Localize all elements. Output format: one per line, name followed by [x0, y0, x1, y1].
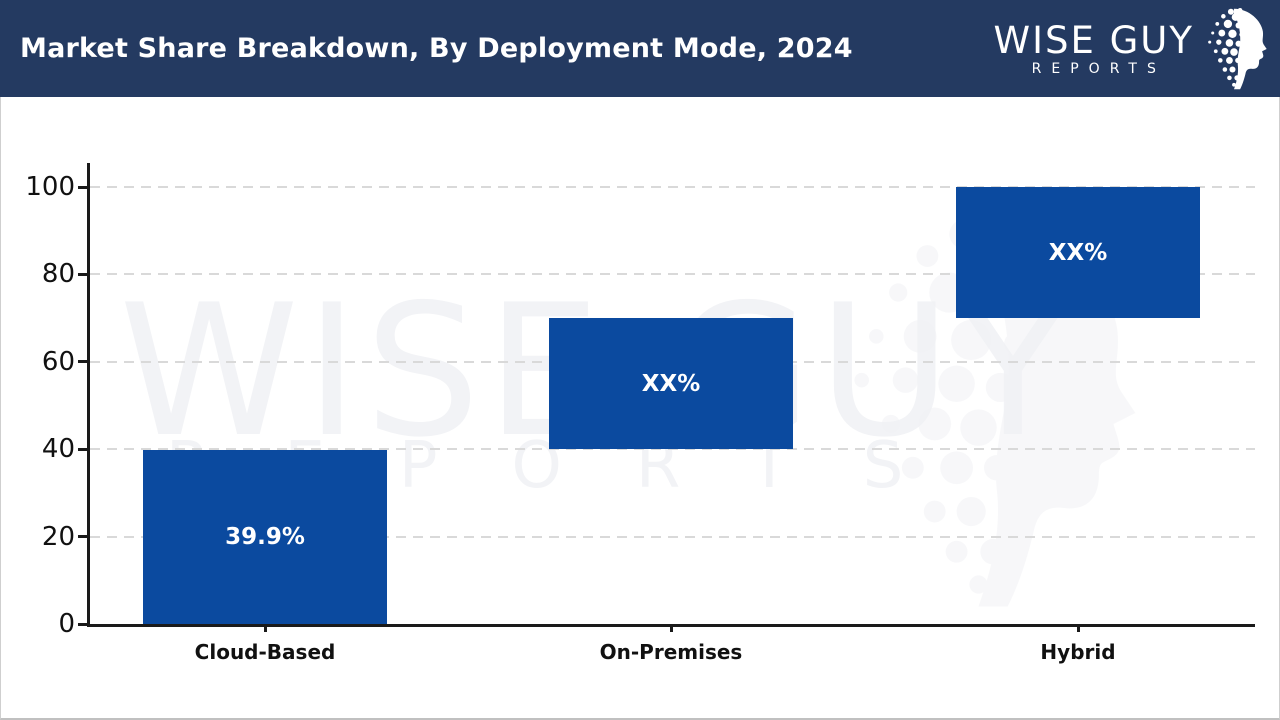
bar-value-label: XX% [641, 370, 701, 397]
y-tick-label-80: 80 [41, 259, 75, 290]
y-tick-label-100: 100 [25, 172, 75, 202]
x-category-label-1: On-Premises [599, 640, 743, 664]
bar-cloud-based: 39.9% [143, 449, 387, 624]
y-tickmark-60 [78, 360, 87, 364]
y-tick-label-60: 60 [41, 346, 75, 377]
y-tickmark-100 [78, 185, 87, 189]
gridline-y80 [90, 273, 1255, 276]
gridline-y100 [90, 186, 1255, 188]
y-tickmark-0 [78, 622, 87, 626]
logo-wordmark-line2: REPORTS [1031, 61, 1166, 77]
y-tickmark-80 [78, 272, 87, 276]
y-tick-label-40: 40 [41, 434, 75, 465]
bar-value-label: XX% [1048, 239, 1108, 266]
x-axis-line [87, 624, 1255, 627]
chart-title: Market Share Breakdown, By Deployment Mo… [20, 33, 853, 64]
bar-hybrid: XX% [956, 187, 1200, 319]
gridline-y40 [90, 448, 1255, 451]
header-bar: Market Share Breakdown, By Deployment Mo… [0, 0, 1280, 97]
y-tickmark-20 [78, 535, 87, 539]
x-category-label-0: Cloud-Based [194, 640, 336, 664]
plot-area: 0 20 40 60 80 100 39.9% Cloud-Based XX% On-Premis… [1, 97, 1279, 718]
chart-area: WISE GUY REPORTS 0 20 40 60 80 100 39.9% Cloud-… [0, 97, 1280, 720]
x-tickmark-1 [669, 624, 673, 632]
x-category-label-2: Hybrid [1040, 640, 1116, 664]
gridline-y20 [90, 535, 1255, 538]
bar-on-premises: XX% [549, 318, 793, 450]
logo-head-icon [1196, 7, 1272, 91]
y-tickmark-40 [78, 447, 87, 451]
y-axis-line [87, 163, 90, 627]
y-tick-label-20: 20 [41, 521, 75, 552]
x-tickmark-2 [1076, 624, 1080, 632]
y-tick-label-0: 0 [58, 609, 75, 639]
logo-wordmark: WISE GUY REPORTS [994, 22, 1194, 76]
bar-value-label: 39.9% [225, 523, 305, 550]
x-tickmark-0 [263, 624, 267, 632]
wise-guy-logo: WISE GUY REPORTS [994, 6, 1272, 92]
logo-wordmark-line1: WISE GUY [993, 19, 1194, 62]
